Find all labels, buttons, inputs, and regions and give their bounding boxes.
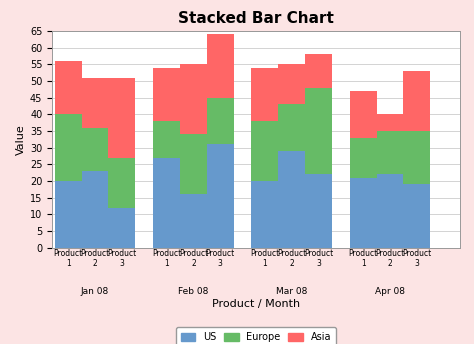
X-axis label: Product / Month: Product / Month [212, 299, 300, 309]
Bar [180, 134, 207, 194]
Bar [180, 194, 207, 248]
Text: Feb 08: Feb 08 [178, 287, 209, 295]
Bar [252, 121, 278, 181]
Bar [207, 144, 234, 248]
Bar [109, 158, 135, 208]
Bar [403, 71, 430, 131]
Bar [403, 131, 430, 184]
Bar [305, 54, 332, 88]
Bar [109, 78, 135, 158]
Bar [252, 68, 278, 121]
Bar [377, 131, 403, 174]
Bar [278, 64, 305, 104]
Text: Jan 08: Jan 08 [81, 287, 109, 295]
Bar [377, 174, 403, 248]
Bar [252, 181, 278, 248]
Bar [180, 64, 207, 134]
Bar [278, 104, 305, 151]
Bar [305, 174, 332, 248]
Bar [55, 61, 82, 114]
Bar [278, 151, 305, 248]
Title: Stacked Bar Chart: Stacked Bar Chart [178, 11, 334, 25]
Bar [55, 181, 82, 248]
Bar [403, 184, 430, 248]
Text: Mar 08: Mar 08 [276, 287, 308, 295]
Bar [207, 34, 234, 98]
Bar [82, 78, 109, 128]
Bar [350, 138, 377, 178]
Bar [153, 68, 180, 121]
Bar [55, 114, 82, 181]
Y-axis label: Value: Value [16, 124, 26, 155]
Bar [82, 171, 109, 248]
Bar [153, 158, 180, 248]
Bar [153, 121, 180, 158]
Bar [109, 208, 135, 248]
Bar [82, 128, 109, 171]
Bar [377, 114, 403, 131]
Text: Apr 08: Apr 08 [375, 287, 405, 295]
Bar [207, 98, 234, 144]
Legend: US, Europe, Asia: US, Europe, Asia [176, 327, 336, 344]
Bar [350, 91, 377, 138]
Bar [350, 178, 377, 248]
Bar [305, 88, 332, 174]
